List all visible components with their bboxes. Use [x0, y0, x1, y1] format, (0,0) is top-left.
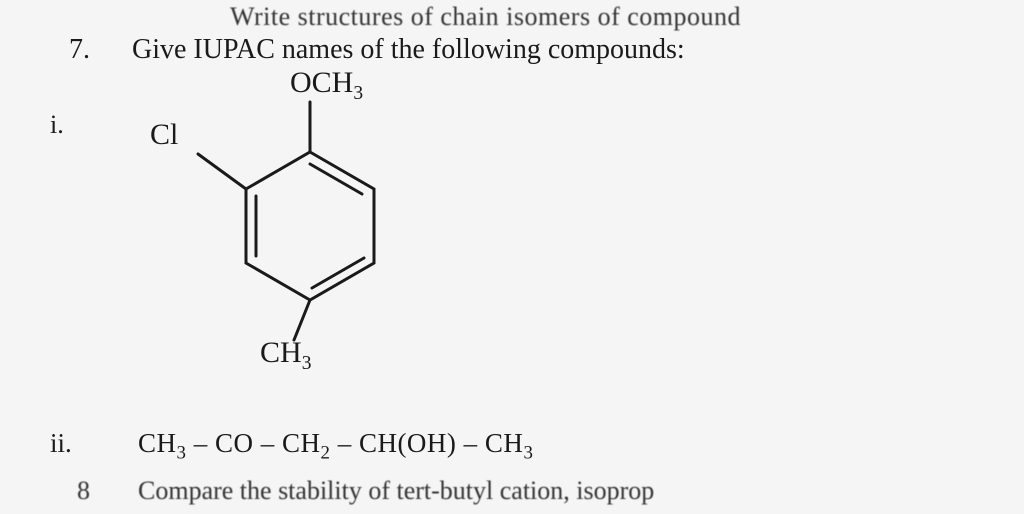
methyl-group-label: CH3 — [260, 336, 311, 375]
methoxy-group-label: OCH3 — [290, 66, 363, 105]
chloro-group-label: Cl — [150, 118, 178, 152]
subitem-ii-formula: CH3 – CO – CH2 – CH(OH) – CH3 — [138, 428, 533, 464]
partial-line-bottom: 8 Compare the stability of tert-butyl ca… — [50, 476, 654, 506]
molecule-structure: OCH3 Cl CH3 — [130, 66, 490, 376]
partial-bottom-text: Compare the stability of tert-butyl cati… — [138, 476, 654, 506]
question-text: Give IUPAC names of the following compou… — [132, 34, 685, 66]
subitem-ii: ii. CH3 – CO – CH2 – CH(OH) – CH3 — [50, 428, 533, 464]
question-number: 7. — [50, 34, 90, 66]
question-7: 7. Give IUPAC names of the following com… — [50, 34, 685, 66]
subitem-ii-label: ii. — [50, 428, 90, 459]
partial-line-top: Write structures of chain isomers of com… — [230, 2, 741, 32]
subitem-i-label: i. — [50, 110, 64, 140]
benzene-ring-svg — [130, 66, 490, 376]
partial-bottom-number: 8 — [50, 476, 90, 506]
